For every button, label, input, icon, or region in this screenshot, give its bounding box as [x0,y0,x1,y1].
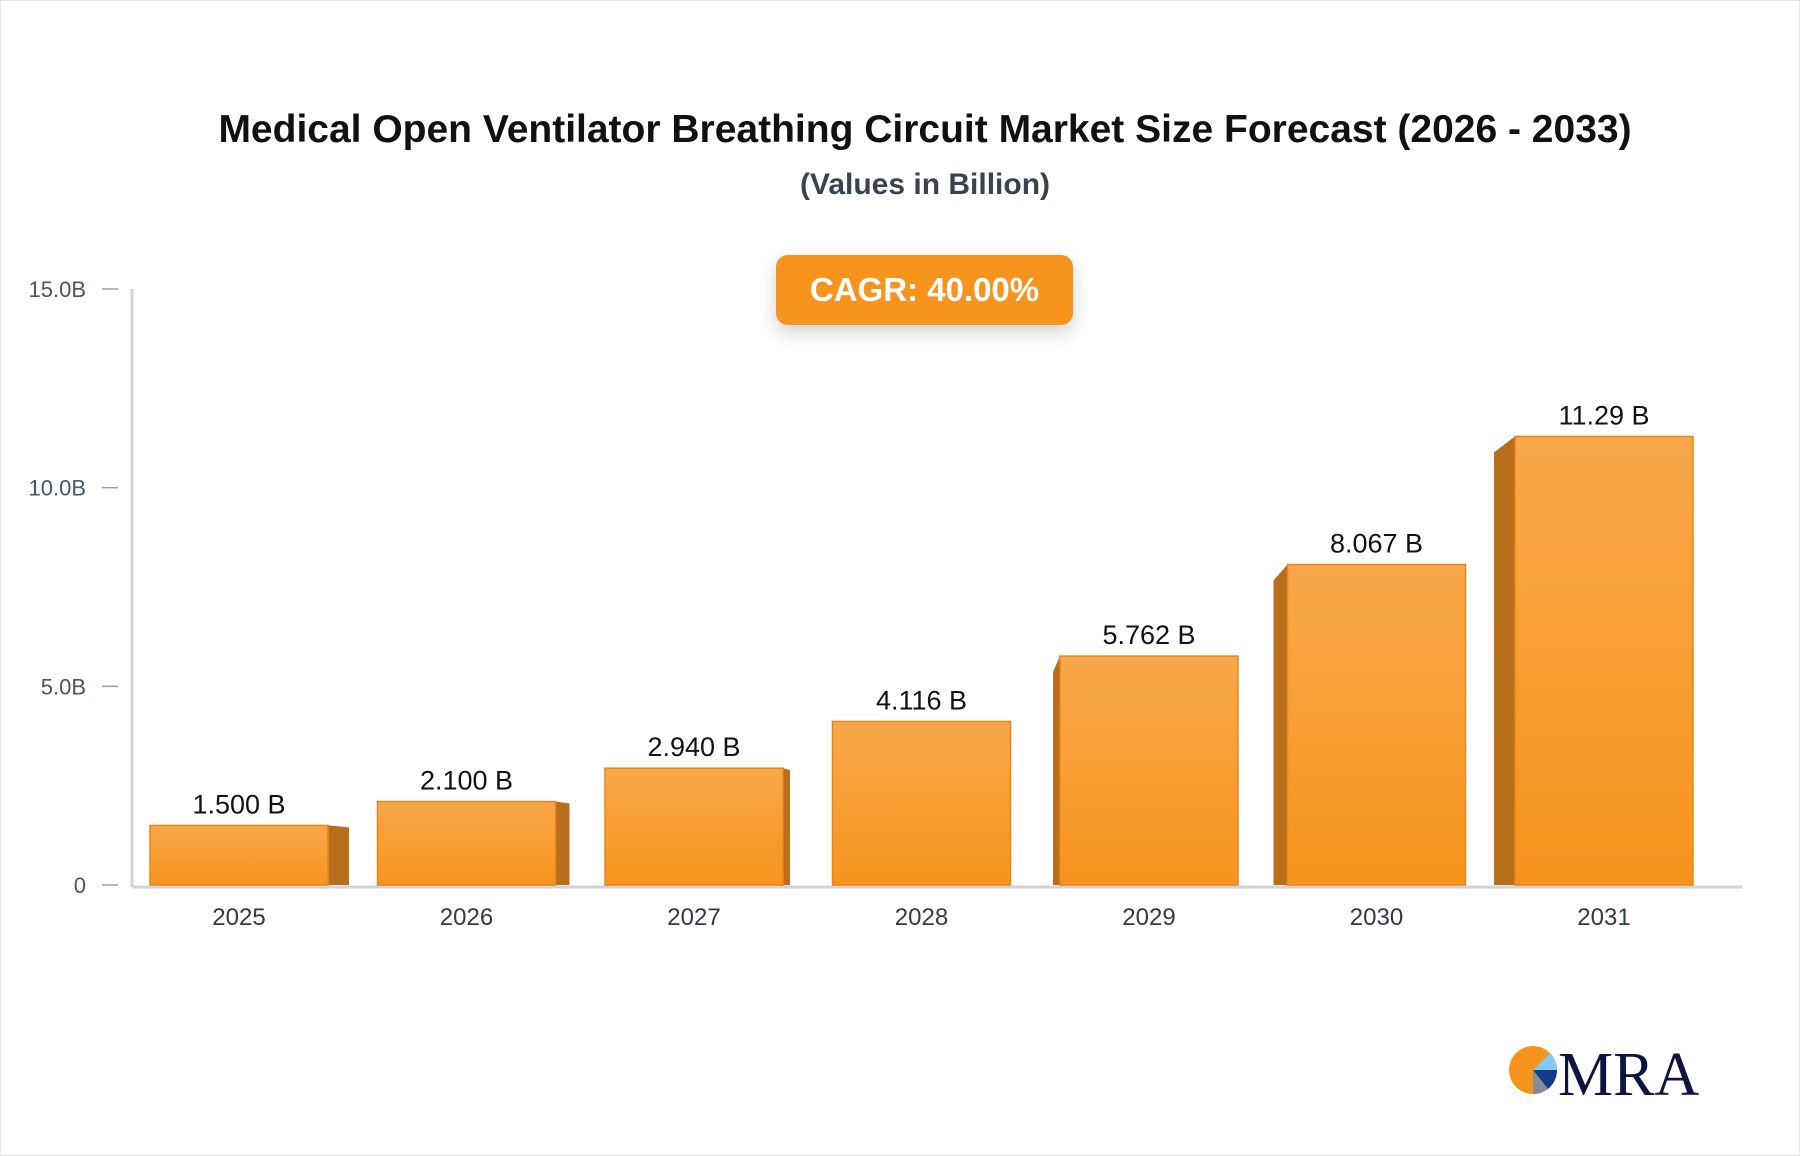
data-label: 11.29 B [1558,400,1649,430]
bar-2031: 11.29 B [1494,400,1694,886]
bar-side [555,801,570,885]
bar-side [1494,436,1515,885]
mra-logo: MRA [1509,1041,1699,1102]
bar-2027: 2.940 B [604,732,790,886]
logo-text: MRA [1558,1041,1699,1102]
x-tick-label: 2027 [667,904,720,931]
cagr-badge: CAGR: 40.00% [776,255,1073,325]
x-tick-label: 2030 [1350,904,1403,931]
chart-title: Medical Open Ventilator Breathing Circui… [218,108,1632,151]
bar [1286,563,1467,886]
x-tick-label: 2029 [1122,904,1175,931]
x-tick-label: 2028 [895,904,948,931]
bar [149,824,329,886]
y-tick-label: 5.0B [41,674,86,699]
bar [831,720,1012,886]
bar-side [328,825,349,885]
y-tick-label: 10.0B [29,476,87,501]
data-label: 1.500 B [192,789,285,819]
bar [1514,435,1694,886]
data-label: 5.762 B [1102,620,1195,650]
bar-side [1053,656,1060,885]
bar-side [783,768,790,885]
bar-2030: 8.067 B [1273,528,1467,886]
bar-2029: 5.762 B [1053,620,1239,886]
x-tick-label: 2031 [1577,904,1630,931]
data-label: 2.940 B [647,732,740,762]
y-tick-label: 0 [74,873,86,898]
bar-2028: 4.116 B [831,685,1012,886]
y-tick-label: 15.0B [29,277,87,302]
bar [604,767,784,886]
bar [1059,655,1239,886]
chart-subtitle: (Values in Billion) [799,168,1051,201]
data-label: 8.067 B [1330,528,1423,558]
bar-2025: 1.500 B [149,789,349,886]
data-label: 4.116 B [876,685,967,715]
data-label: 2.100 B [420,766,513,796]
x-tick-label: 2026 [440,904,493,931]
bar-side [1273,564,1288,885]
bar-2026: 2.100 B [376,766,570,886]
bar [376,800,557,886]
x-tick-label: 2025 [212,904,265,931]
